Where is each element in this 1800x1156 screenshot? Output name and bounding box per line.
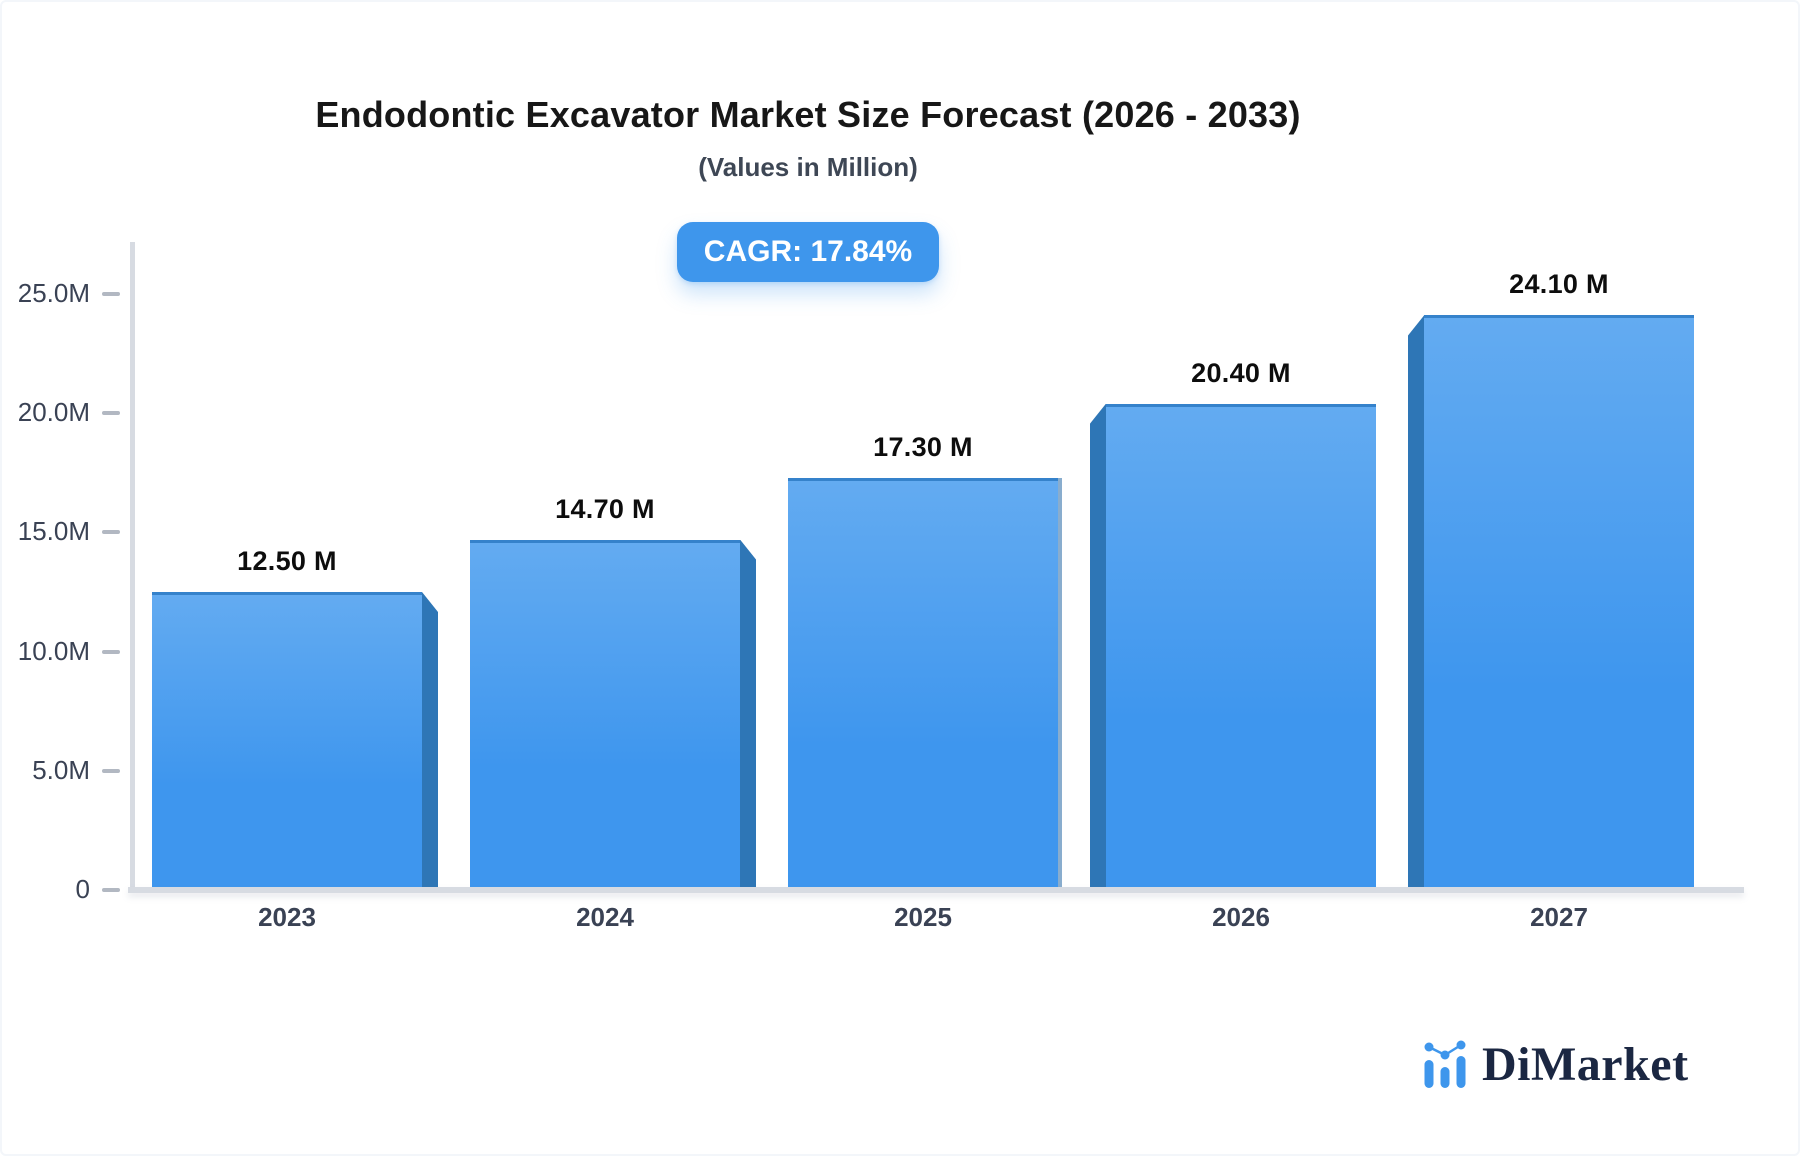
dimarket-logo-text: DiMarket (1482, 1038, 1689, 1091)
cagr-badge: CAGR: 17.84% (676, 222, 940, 282)
bar-3d-side (1408, 315, 1424, 888)
y-tick-label: 5.0M (32, 754, 90, 785)
y-tick-mark (102, 530, 120, 535)
y-tick-mark (102, 292, 120, 296)
x-axis-label: 2027 (1530, 902, 1588, 932)
bar-3d-side (740, 539, 756, 888)
bar-value-label: 12.50 M (237, 546, 337, 576)
y-tick-label: 20.0M (17, 397, 90, 428)
x-axis-label: 2026 (1212, 902, 1270, 932)
bar-3d-side (422, 592, 438, 888)
cagr-badge-wrap: CAGR: 17.84% (8, 222, 1608, 282)
y-tick-label: 10.0M (17, 635, 90, 666)
chart-title: Endodontic Excavator Market Size Forecas… (315, 94, 1301, 135)
mini-bar-line-chart-icon (1424, 1040, 1466, 1088)
bar-value-label: 17.30 M (873, 431, 973, 462)
bar-edge (1058, 477, 1062, 888)
bar-value-label: 24.10 M (1509, 269, 1609, 300)
bar-2026 (1106, 403, 1376, 888)
y-tick-label: 25.0M (17, 278, 90, 308)
y-tick-mark (102, 649, 120, 654)
chart-header: Endodontic Excavator Market Size Forecas… (8, 2, 1608, 302)
y-tick-mark (102, 888, 120, 892)
y-tick-label: 15.0M (17, 516, 90, 547)
bar-2025 (788, 477, 1058, 888)
bar-3d-side (1090, 403, 1106, 888)
y-tick-mark (102, 411, 120, 416)
y-axis-line (130, 242, 135, 893)
dimarket-logo: DiMarket (1422, 1040, 1689, 1090)
x-axis-label: 2023 (258, 902, 316, 932)
x-axis-label: 2024 (576, 902, 634, 932)
bar-value-label: 20.40 M (1191, 357, 1291, 388)
bar-2027 (1424, 315, 1694, 888)
x-axis-line (128, 887, 1744, 893)
bar-2023 (152, 592, 422, 888)
y-tick-label: 0 (75, 874, 90, 904)
bar-value-label: 14.70 M (555, 493, 655, 524)
chart-subtitle: (Values in Million) (698, 152, 918, 182)
y-tick-mark (102, 768, 120, 773)
bar-2024 (470, 539, 740, 888)
x-axis-label: 2025 (894, 902, 952, 932)
